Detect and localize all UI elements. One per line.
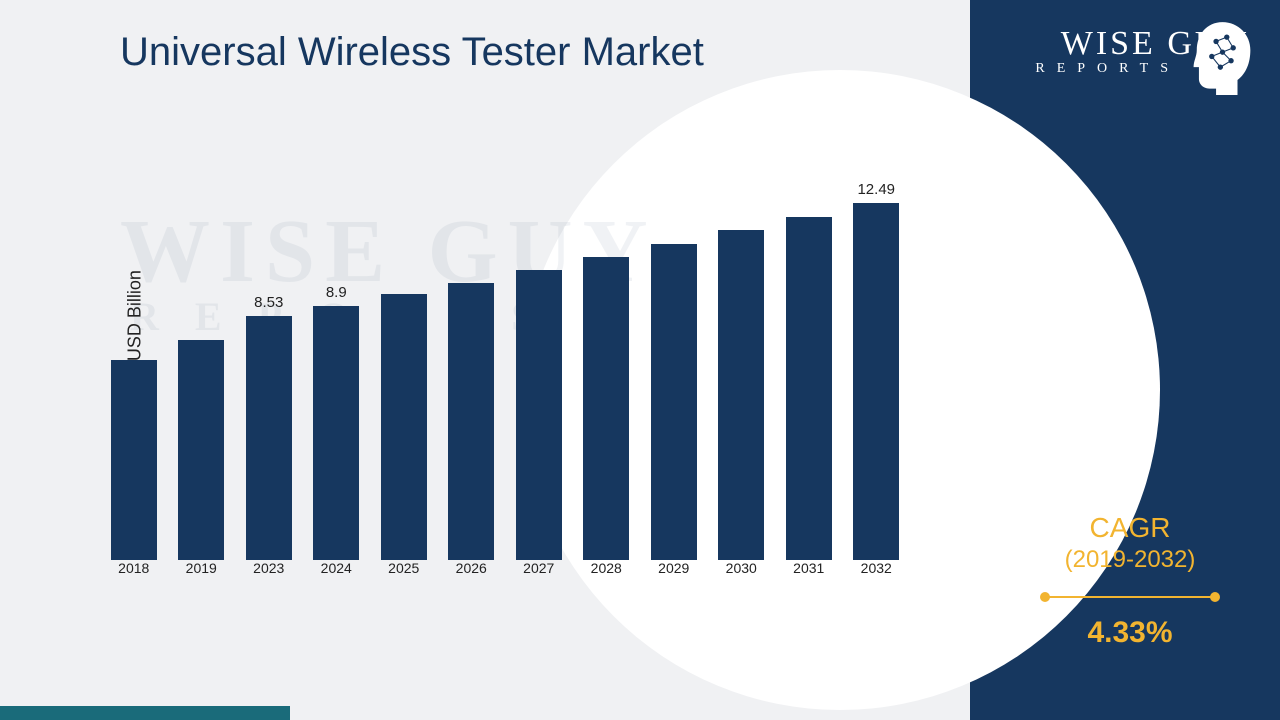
bar xyxy=(651,244,697,560)
bar-wrap xyxy=(709,208,773,560)
x-tick-label: 2028 xyxy=(574,560,638,600)
bar-wrap xyxy=(642,222,706,560)
bar xyxy=(583,257,629,560)
bar xyxy=(448,283,494,560)
bar-wrap xyxy=(372,272,436,560)
x-tick-label: 2025 xyxy=(372,560,436,600)
x-tick-label: 2027 xyxy=(507,560,571,600)
bar xyxy=(786,217,832,560)
cagr-divider-line xyxy=(1045,596,1215,598)
x-tick-label: 2019 xyxy=(169,560,233,600)
x-tick-label: 2018 xyxy=(102,560,166,600)
x-tick-label: 2031 xyxy=(777,560,841,600)
bar-wrap: 12.49 xyxy=(844,181,908,560)
bar xyxy=(246,316,292,560)
bottom-accent-strip xyxy=(0,706,290,720)
bar xyxy=(313,306,359,560)
x-tick-label: 2032 xyxy=(844,560,908,600)
x-tick-label: 2030 xyxy=(709,560,773,600)
market-chart-page: WISE GUY REPORTS Universal Wireless Test… xyxy=(0,0,1280,720)
bar xyxy=(718,230,764,560)
bar-value-label: 12.49 xyxy=(857,181,895,199)
x-tick-label: 2023 xyxy=(237,560,301,600)
x-tick-label: 2029 xyxy=(642,560,706,600)
cagr-block: CAGR (2019-2032) 4.33% xyxy=(1015,512,1245,650)
cagr-value: 4.33% xyxy=(1015,616,1245,650)
bar-value-label: 8.53 xyxy=(254,294,283,312)
bar xyxy=(853,203,899,560)
bar-value-label: 8.9 xyxy=(326,284,347,302)
brand-logo: WISE GUY REPORTS xyxy=(1035,25,1250,77)
cagr-title: CAGR xyxy=(1015,512,1245,544)
x-tick-label: 2026 xyxy=(439,560,503,600)
bar-chart: Market Value in USD Billion 8.538.912.49… xyxy=(80,160,910,600)
bar xyxy=(516,270,562,560)
bar xyxy=(111,360,157,560)
bar-wrap: 8.9 xyxy=(304,284,368,560)
x-tick-label: 2024 xyxy=(304,560,368,600)
bar-wrap xyxy=(169,318,233,560)
bar xyxy=(381,294,427,560)
bar-wrap xyxy=(439,261,503,560)
bar xyxy=(178,340,224,560)
head-icon xyxy=(1190,20,1255,95)
bar-wrap xyxy=(102,338,166,560)
chart-title: Universal Wireless Tester Market xyxy=(120,30,704,75)
plot-area: 8.53 8.9 12.49 xyxy=(100,160,910,560)
logo-sub-text: REPORTS xyxy=(1035,61,1180,77)
bar-wrap xyxy=(777,195,841,560)
cagr-period: (2019-2032) xyxy=(1015,546,1245,574)
bar-wrap: 8.53 xyxy=(237,294,301,560)
bar-wrap xyxy=(507,248,571,560)
x-axis: 2018201920232024202520262027202820292030… xyxy=(100,560,910,600)
bar-wrap xyxy=(574,235,638,560)
